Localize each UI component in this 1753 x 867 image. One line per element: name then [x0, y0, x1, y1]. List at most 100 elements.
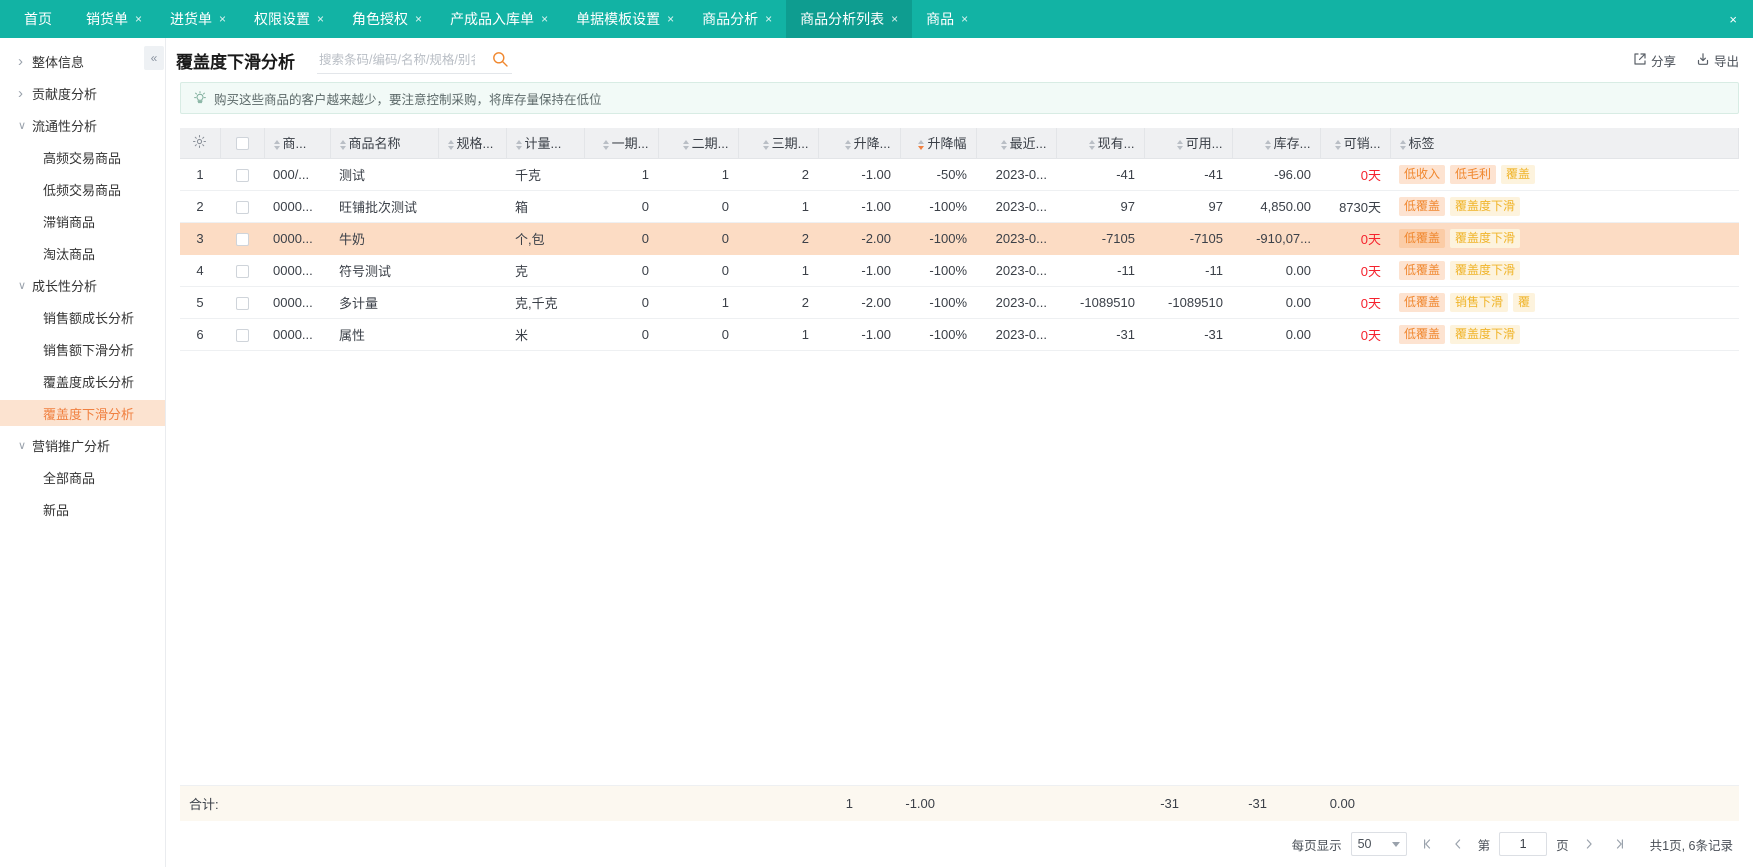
table-row[interactable]: 1 000/... 测试 千克 1 1 2 -1.00 -50% 2023-0... -41 -41-… [180, 158, 1739, 191]
sort-spec-icon[interactable] [447, 139, 454, 150]
tag-badge[interactable]: 低覆盖 [1399, 228, 1446, 248]
sidebar-item-3[interactable]: 流通性分析 [0, 112, 165, 138]
column-header-unit[interactable]: 计量... [506, 128, 585, 159]
sidebar-item-12[interactable]: 覆盖度下滑分析 [0, 400, 165, 426]
sort-stockval-icon[interactable] [1264, 139, 1271, 150]
row-checkbox-cell[interactable] [220, 286, 264, 319]
tag-badge[interactable]: 低覆盖 [1399, 196, 1446, 216]
last-page-button[interactable] [1609, 833, 1631, 855]
tab-7[interactable]: 单据模板设置 × [562, 0, 688, 38]
tag-badge[interactable]: 低覆盖 [1399, 292, 1446, 312]
sidebar-item-5[interactable]: 低频交易商品 [0, 176, 165, 202]
sidebar-item-8[interactable]: 成长性分析 [0, 272, 165, 298]
sort-unit-icon[interactable] [515, 139, 522, 150]
sort-available-icon[interactable] [1176, 139, 1183, 150]
tab-5[interactable]: 角色授权 × [338, 0, 436, 38]
sidebar-item-9[interactable]: 销售额成长分析 [0, 304, 165, 330]
sidebar-item-10[interactable]: 销售额下滑分析 [0, 336, 165, 362]
sort-saledays-icon[interactable] [1334, 139, 1341, 150]
column-header-p1[interactable]: 一期... [584, 128, 659, 159]
table-row[interactable]: 4 0000... 符号测试克 0 0 1 -1.00 -100% 2023-0... -11 -1… [180, 254, 1739, 287]
sort-tags-icon[interactable] [1399, 139, 1406, 150]
column-header-available[interactable]: 可用... [1144, 128, 1233, 159]
tag-badge[interactable]: 覆盖度下滑 [1450, 228, 1521, 248]
row-checkbox-cell[interactable] [220, 190, 264, 223]
sort-p1-icon[interactable] [602, 139, 609, 150]
sidebar-collapse-icon[interactable]: « [144, 46, 164, 70]
sidebar-item-6[interactable]: 滞销商品 [0, 208, 165, 234]
row-checkbox-cell[interactable] [220, 158, 264, 191]
row-checkbox[interactable] [235, 232, 249, 246]
tab-close-icon[interactable]: × [317, 12, 325, 26]
tab-close-icon[interactable]: × [961, 12, 969, 26]
tab-close-icon[interactable]: × [135, 12, 143, 26]
tab-4[interactable]: 权限设置 × [240, 0, 338, 38]
first-page-button[interactable] [1416, 833, 1438, 855]
sort-rate-icon[interactable] [918, 139, 925, 150]
column-header-settings[interactable] [180, 128, 221, 159]
tag-badge[interactable]: 覆盖度下滑 [1450, 260, 1521, 280]
page-size-select[interactable]: 50 [1350, 832, 1407, 856]
column-header-delta[interactable]: 升降... [818, 128, 901, 159]
sidebar-item-1[interactable]: 整体信息 [0, 48, 165, 74]
tab-9[interactable]: 商品分析列表 × [786, 0, 913, 38]
column-header-check[interactable] [220, 128, 265, 159]
column-header-saledays[interactable]: 可销... [1320, 128, 1391, 159]
page-number-input[interactable] [1499, 832, 1548, 856]
sidebar-item-14[interactable]: 全部商品 [0, 464, 165, 490]
tag-badge[interactable]: 覆盖度下滑 [1450, 324, 1521, 344]
tab-close-icon[interactable]: × [891, 12, 899, 26]
search-input[interactable] [317, 51, 477, 68]
row-checkbox[interactable] [235, 200, 249, 214]
column-header-name[interactable]: 商品名称 [330, 128, 439, 159]
tab-10[interactable]: 商品 × [912, 0, 982, 38]
tag-badge[interactable]: 销售下滑 [1450, 292, 1509, 312]
row-checkbox-cell[interactable] [220, 254, 264, 287]
tag-badge[interactable]: 低收入 [1399, 164, 1446, 184]
sidebar-item-4[interactable]: 高频交易商品 [0, 144, 165, 170]
tag-badge[interactable]: 低覆盖 [1399, 324, 1446, 344]
column-header-onhand[interactable]: 现有... [1056, 128, 1145, 159]
column-header-stockval[interactable]: 库存... [1232, 128, 1321, 159]
column-header-tags[interactable]: 标签 [1390, 128, 1739, 159]
sidebar-item-2[interactable]: 贡献度分析 [0, 80, 165, 106]
prev-page-button[interactable] [1447, 833, 1469, 855]
sort-code-icon[interactable] [273, 139, 280, 150]
export-button[interactable]: 导出 [1696, 51, 1739, 70]
tab-close-icon[interactable]: × [415, 12, 423, 26]
sort-recent-icon[interactable] [1000, 139, 1007, 150]
column-header-rate[interactable]: 升降幅 [900, 128, 977, 159]
table-row[interactable]: 6 0000... 属性米 0 0 1 -1.00 -100% 2023-0... -31 -31 0… [180, 318, 1739, 351]
tag-badge[interactable]: 低毛利 [1450, 164, 1497, 184]
tab-close-icon[interactable]: × [219, 12, 227, 26]
tag-badge[interactable]: 覆盖 [1501, 164, 1536, 184]
tag-badge[interactable]: 低覆盖 [1399, 260, 1446, 280]
search-icon[interactable] [492, 51, 508, 67]
tab-close-icon[interactable]: × [541, 12, 549, 26]
sort-delta-icon[interactable] [844, 139, 851, 150]
column-header-spec[interactable]: 规格... [438, 128, 507, 159]
column-header-code[interactable]: 商... [264, 128, 331, 159]
tab-close-icon[interactable]: × [667, 12, 675, 26]
table-row[interactable]: 3 0000... 牛奶 个,包 0 0 2 -2.00 -100% 2023-0... -7105… [180, 222, 1739, 255]
tag-badge[interactable]: 覆盖度下滑 [1450, 196, 1521, 216]
row-checkbox[interactable] [235, 264, 249, 278]
table-row[interactable]: 2 0000... 旺铺批次测试箱 0 0 1 -1.00 -100% 2023-0... 97 9… [180, 190, 1739, 223]
row-checkbox-cell[interactable] [220, 222, 264, 255]
sort-onhand-icon[interactable] [1088, 139, 1095, 150]
tab-3[interactable]: 进货单 × [156, 0, 240, 38]
row-checkbox[interactable] [235, 328, 249, 342]
tab-2[interactable]: 销货单 × [72, 0, 156, 38]
sidebar-item-11[interactable]: 覆盖度成长分析 [0, 368, 165, 394]
sidebar-item-7[interactable]: 淘汰商品 [0, 240, 165, 266]
tab-8[interactable]: 商品分析 × [688, 0, 786, 38]
sidebar-item-13[interactable]: 营销推广分析 [0, 432, 165, 458]
row-checkbox[interactable] [235, 168, 249, 182]
sort-p2-icon[interactable] [682, 139, 689, 150]
tab-6[interactable]: 产成品入库单 × [436, 0, 562, 38]
close-all-tabs-button[interactable]: × [1729, 11, 1737, 27]
share-button[interactable]: 分享 [1633, 51, 1676, 70]
sort-name-icon[interactable] [339, 139, 346, 150]
row-checkbox-cell[interactable] [220, 318, 264, 351]
column-header-p2[interactable]: 二期... [658, 128, 739, 159]
